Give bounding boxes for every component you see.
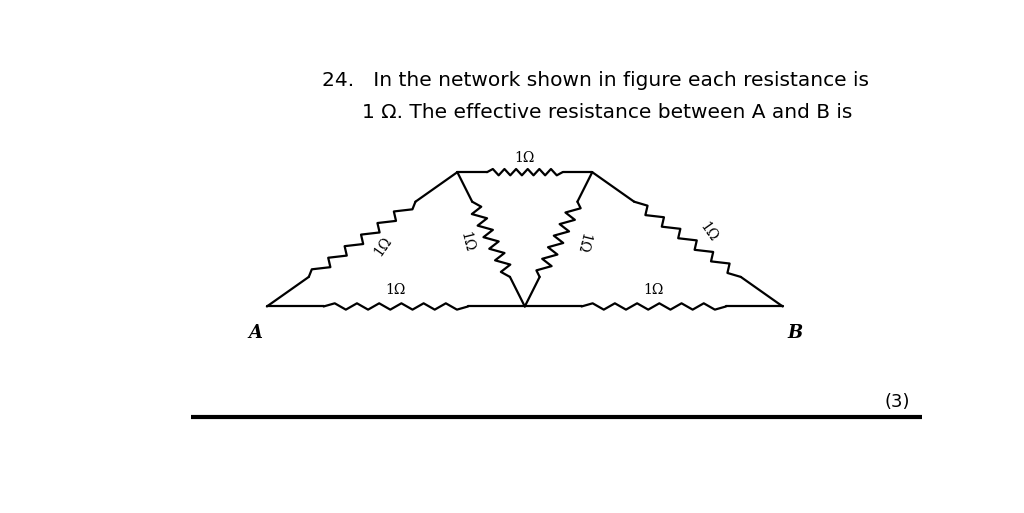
Text: (3): (3) (884, 393, 909, 411)
Text: 1Ω: 1Ω (372, 234, 394, 259)
Text: 1Ω: 1Ω (457, 231, 476, 254)
Text: 1Ω: 1Ω (386, 283, 407, 297)
Text: 1Ω: 1Ω (696, 220, 720, 244)
Text: 24.   In the network shown in figure each resistance is: 24. In the network shown in figure each … (323, 71, 869, 90)
Text: A: A (248, 324, 262, 342)
Text: 1Ω: 1Ω (515, 150, 535, 165)
Text: 1Ω: 1Ω (573, 231, 593, 254)
Text: B: B (787, 324, 802, 342)
Text: 1 Ω. The effective resistance between A and B is: 1 Ω. The effective resistance between A … (362, 103, 853, 122)
Text: 1Ω: 1Ω (643, 283, 664, 297)
